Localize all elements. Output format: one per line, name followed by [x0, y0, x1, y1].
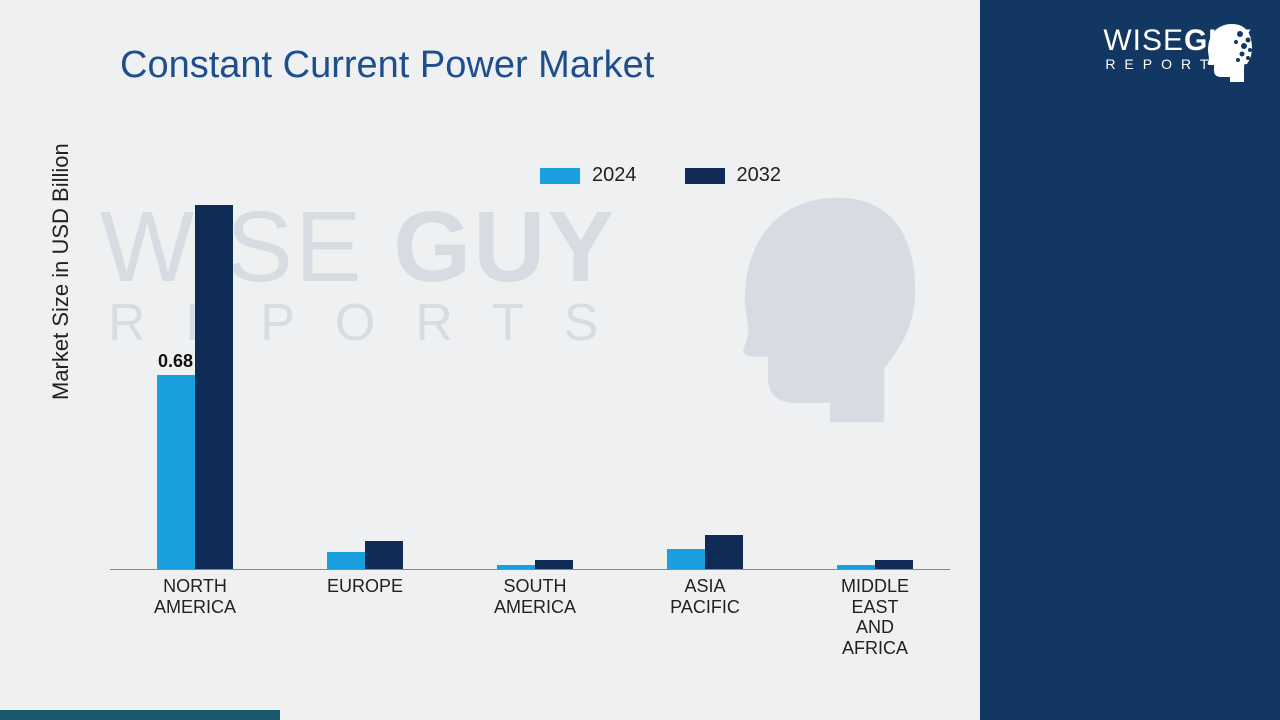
- category-label: SOUTHAMERICA: [465, 576, 605, 617]
- category-label: EUROPE: [295, 576, 435, 597]
- legend-label-2024: 2024: [592, 164, 637, 187]
- brand-word-1: WISE: [1103, 24, 1184, 57]
- chart-title: Constant Current Power Market: [120, 44, 654, 87]
- legend-swatch-2032: [685, 168, 725, 184]
- bar-2032: [705, 535, 743, 569]
- bar-2032: [535, 560, 573, 569]
- bar-2024: [837, 565, 875, 569]
- legend: 2024 2032: [540, 164, 781, 187]
- y-axis-label: Market Size in USD Billion: [48, 143, 74, 400]
- category-label: NORTHAMERICA: [125, 576, 265, 617]
- legend-item-2024: 2024: [540, 164, 637, 187]
- bar-2024: [157, 375, 195, 569]
- category-label: ASIAPACIFIC: [635, 576, 775, 617]
- footer-accent-bar: [0, 710, 280, 720]
- bar-2032: [365, 541, 403, 569]
- head-icon: [1202, 22, 1258, 84]
- legend-label-2032: 2032: [737, 164, 782, 187]
- page: WISEGUY REPORTS Constant Current Power M…: [0, 0, 1280, 720]
- legend-swatch-2024: [540, 168, 580, 184]
- bar-value-label: 0.68: [158, 351, 193, 372]
- legend-item-2032: 2032: [685, 164, 782, 187]
- bar-2024: [497, 565, 535, 569]
- x-axis-baseline: [110, 569, 950, 570]
- brand-logo: WISEGUY REPORTS: [1103, 24, 1252, 72]
- bar-2024: [667, 549, 705, 569]
- bar-2032: [195, 205, 233, 569]
- chart-plot: 0.68NORTHAMERICAEUROPESOUTHAMERICAASIAPA…: [110, 200, 950, 570]
- bar-2032: [875, 560, 913, 569]
- right-band: [980, 0, 1280, 720]
- category-label: MIDDLEEASTANDAFRICA: [805, 576, 945, 659]
- bar-2024: [327, 552, 365, 569]
